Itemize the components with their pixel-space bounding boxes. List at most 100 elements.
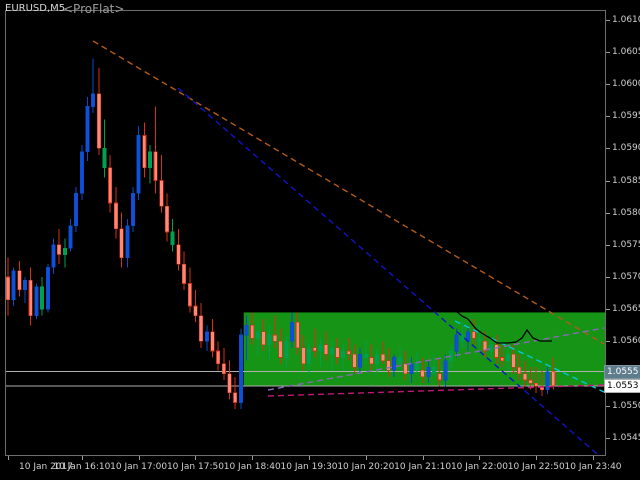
time-axis-label: 10 Jan 2017 (19, 462, 73, 472)
candle-body (346, 350, 351, 355)
candle-body (443, 360, 448, 381)
candle-body (380, 353, 385, 361)
zigzag-line (436, 296, 552, 344)
price-tick (606, 309, 610, 311)
time-tick (593, 456, 595, 460)
candle-body (414, 363, 419, 371)
candle-body (57, 244, 62, 255)
price-tick (606, 19, 610, 21)
candle-body (119, 228, 124, 259)
frame-right-border (605, 10, 606, 456)
price-levels-group (6, 371, 605, 387)
candle-body (159, 180, 164, 207)
time-tick (81, 456, 83, 460)
time-axis-label: 10 Jan 20:20 (337, 462, 395, 472)
candle-body (284, 341, 289, 358)
candle-body (136, 135, 141, 194)
price-plot-area[interactable] (6, 10, 605, 454)
candle-body (113, 202, 118, 230)
candle-body (471, 331, 476, 339)
price-tick (606, 341, 610, 343)
trendline-steep-descending-support (177, 87, 599, 454)
time-axis[interactable]: 10 Jan 2017 10 Jan 16:10 10 Jan 17:00 10 Ja… (0, 456, 640, 480)
candle-body (335, 347, 340, 358)
price-axis-label: 1.0545 (612, 432, 640, 443)
candle-body (477, 337, 482, 342)
candle-body (551, 371, 556, 387)
candle-body (11, 270, 16, 300)
candle-body (267, 334, 272, 345)
time-tick (138, 456, 140, 460)
candle-body (45, 267, 50, 310)
frame-left-border (5, 10, 6, 456)
candle-body (522, 373, 527, 381)
candle-body (295, 321, 300, 349)
time-tick (252, 456, 254, 460)
price-tick (606, 180, 610, 182)
candle-body (125, 225, 130, 259)
indicator-name-label: <ProFlat> (63, 2, 125, 16)
price-axis-label: 1.0575 (612, 239, 640, 250)
time-tick (365, 456, 367, 460)
candle-body (409, 363, 414, 374)
trendline-inner-descending-cyan (454, 320, 605, 393)
candle-body (375, 353, 380, 365)
candle-body (244, 325, 249, 336)
candle-body (426, 366, 431, 378)
candle-body (170, 231, 175, 246)
time-axis-label: 10 Jan 22:00 (450, 462, 508, 472)
price-axis-label: 1.0595 (612, 111, 640, 122)
time-axis-label: 10 Jan 17:50 (166, 462, 224, 472)
time-axis-label: 10 Jan 17:00 (110, 462, 168, 472)
candle-body (216, 350, 221, 365)
price-tick (606, 148, 610, 150)
candle-body (289, 321, 294, 342)
candle-body (261, 331, 266, 345)
symbol-timeframe-label: EURUSD,M5 (5, 3, 66, 14)
price-axis-label: 1.0585 (612, 175, 640, 186)
price-axis-label: 1.0600 (612, 79, 640, 89)
candle-body (272, 334, 277, 342)
trendline-ascending-violet (267, 327, 605, 391)
time-axis-label: 10 Jan 22:50 (507, 462, 565, 472)
candle-body (460, 334, 465, 342)
price-tick (606, 244, 610, 246)
candle-body (329, 347, 334, 355)
candle-body (85, 106, 90, 152)
candle-body (153, 151, 158, 181)
price-axis-label: 1.0565 (612, 304, 640, 315)
candle-body (91, 93, 96, 107)
candle-body (386, 360, 391, 371)
candle-body (204, 331, 209, 342)
price-axis-label: 1.0605 (612, 46, 640, 57)
candle-body (454, 334, 459, 352)
time-tick (195, 456, 197, 460)
price-axis-label: 1.0560 (612, 336, 640, 347)
candle-body (17, 270, 22, 291)
price-axis-label: 1.0550 (612, 400, 640, 411)
price-tick (606, 437, 610, 439)
candle-body (148, 151, 153, 168)
time-axis-label: 10 Jan 19:30 (280, 462, 338, 472)
candle-body (488, 344, 493, 352)
candle-body (62, 247, 67, 255)
candle-body (142, 135, 147, 168)
current-price-tag: 1.0555 (604, 364, 640, 379)
trendline-upper-descending-resistance (92, 40, 605, 345)
candle-body (40, 286, 45, 310)
bid-price-tag: 1.0553 (604, 378, 640, 393)
candle-body (500, 357, 505, 361)
candle-body (511, 353, 516, 368)
trendline-descending-magenta (267, 384, 605, 397)
candle-body (324, 344, 329, 355)
candle-body (341, 350, 346, 358)
trendlines-group (92, 40, 605, 454)
time-axis-label: 10 Jan 18:40 (223, 462, 281, 472)
price-axis-label: 1.0570 (612, 272, 640, 283)
candle-body (534, 382, 539, 387)
candle-body (210, 331, 215, 352)
candle-body (403, 363, 408, 374)
price-tick (606, 116, 610, 118)
candle-body (312, 347, 317, 352)
